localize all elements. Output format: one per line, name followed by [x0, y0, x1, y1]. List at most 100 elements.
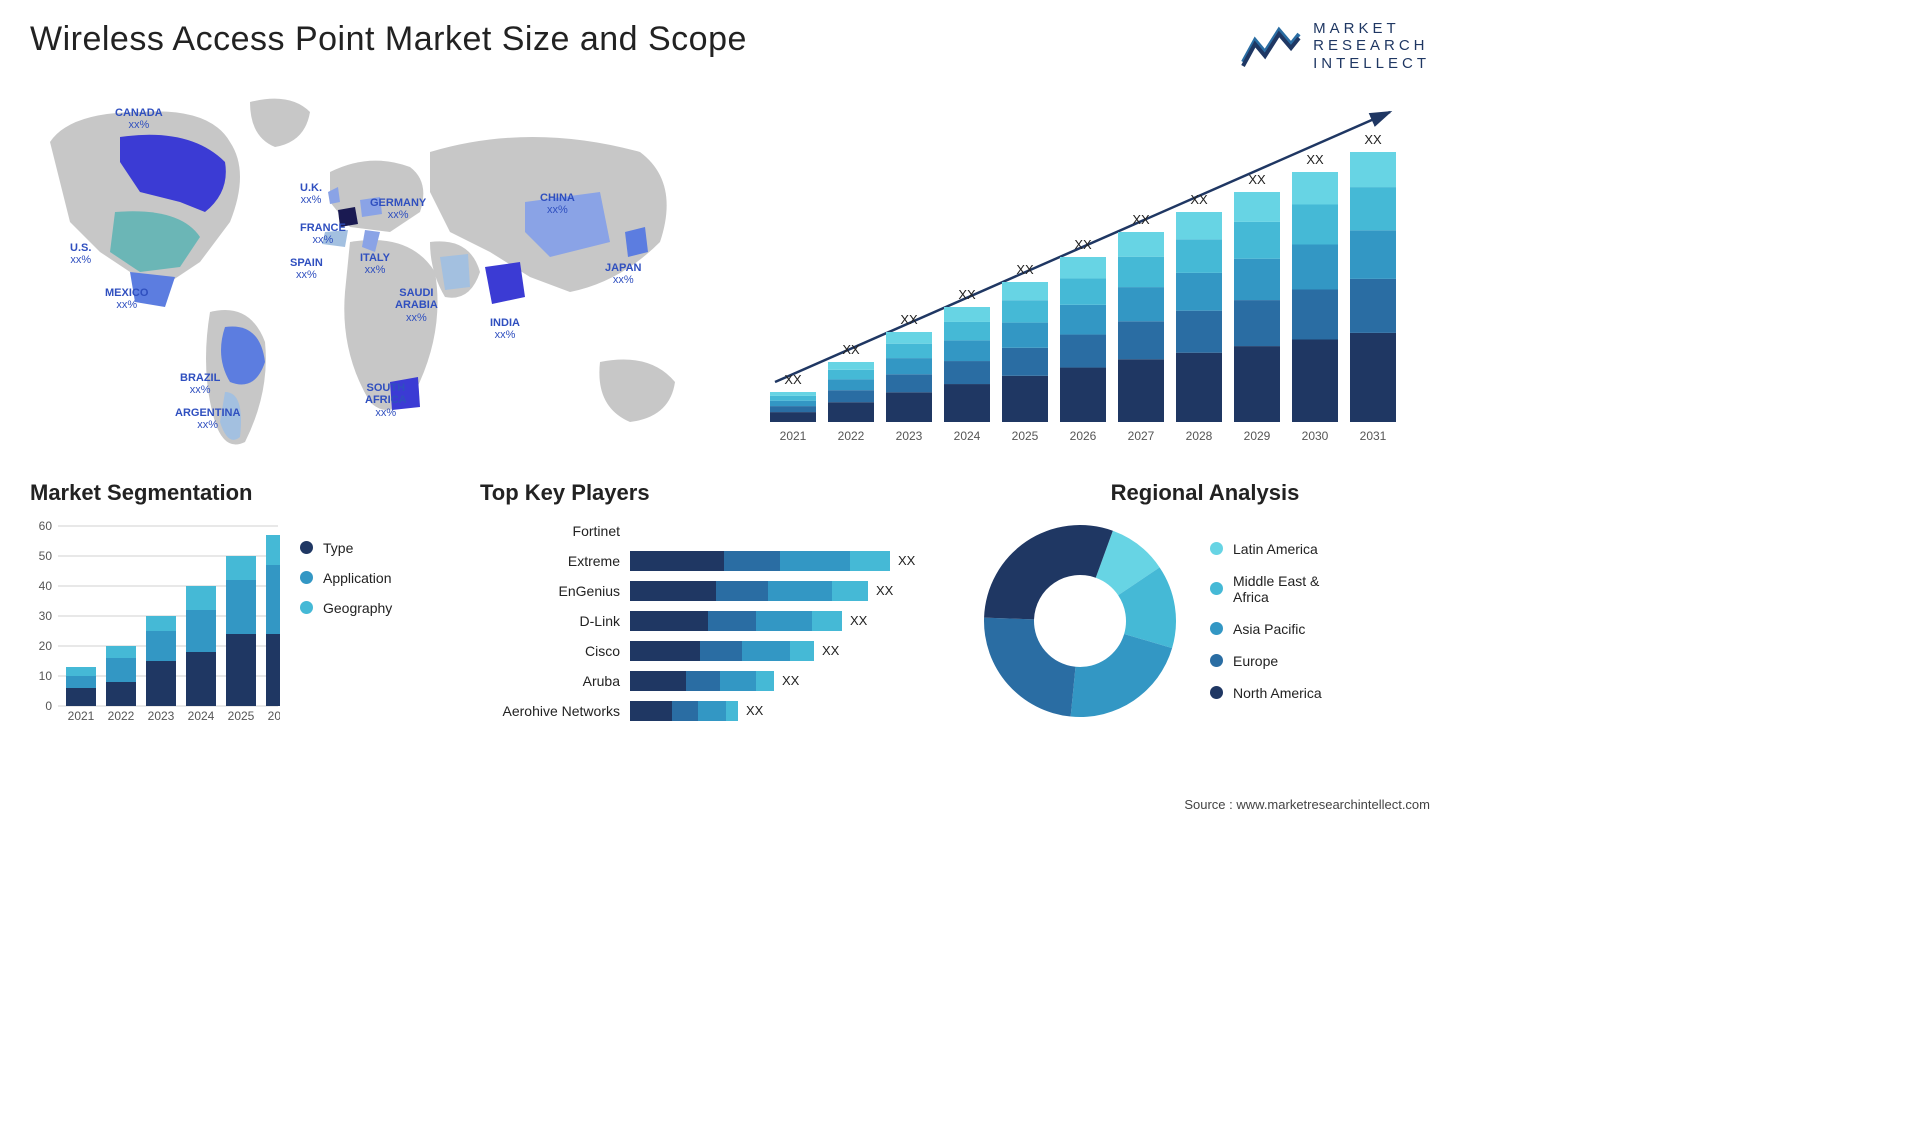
page-title: Wireless Access Point Market Size and Sc… — [30, 20, 747, 59]
map-label: CANADAxx% — [115, 107, 163, 132]
regional-donut — [980, 521, 1180, 721]
player-bar-row: XX — [630, 581, 960, 601]
svg-text:2026: 2026 — [1070, 429, 1097, 443]
legend-item: North America — [1210, 685, 1322, 701]
svg-text:XX: XX — [1306, 152, 1324, 167]
svg-text:2026: 2026 — [268, 709, 280, 723]
legend-item: Type — [300, 540, 392, 556]
player-label: Aruba — [583, 673, 620, 689]
segmentation-panel: Market Segmentation 0 10 20 30 40 50 60 2021 202… — [30, 480, 460, 740]
regional-title: Regional Analysis — [980, 480, 1430, 506]
svg-text:60: 60 — [39, 519, 53, 533]
svg-text:XX: XX — [958, 287, 976, 302]
player-label: Cisco — [585, 643, 620, 659]
brand-logo: MARKET RESEARCH INTELLECT — [1241, 20, 1430, 72]
svg-text:30: 30 — [39, 609, 53, 623]
map-label: SOUTHAFRICAxx% — [365, 382, 407, 420]
svg-text:10: 10 — [39, 669, 53, 683]
svg-text:2022: 2022 — [108, 709, 135, 723]
svg-text:2028: 2028 — [1186, 429, 1213, 443]
map-label: INDIAxx% — [490, 317, 520, 342]
segmentation-chart-svg: 0 10 20 30 40 50 60 2021 2022 2023 2024 2025 2026 — [30, 516, 280, 726]
header: Wireless Access Point Market Size and Sc… — [30, 20, 1430, 72]
map-label: SPAINxx% — [290, 257, 323, 282]
map-label: ARGENTINAxx% — [175, 407, 240, 432]
growth-chart: XX 2021 XX 2022 XX 2023 XX 2024 XX 2025 XX 2026 XX 20… — [760, 82, 1430, 462]
svg-text:2022: 2022 — [838, 429, 865, 443]
svg-text:XX: XX — [842, 342, 860, 357]
svg-text:2023: 2023 — [896, 429, 923, 443]
map-label: ITALYxx% — [360, 252, 390, 277]
regional-donut-svg — [980, 521, 1180, 721]
top-row: CANADAxx% U.S.xx% MEXICOxx% BRAZILxx% ARGENT… — [30, 82, 1430, 462]
player-label: D-Link — [580, 613, 620, 629]
svg-text:2023: 2023 — [148, 709, 175, 723]
regional-panel: Regional Analysis Latin America Middle Ea… — [980, 480, 1430, 740]
player-bar-row: XX — [630, 701, 960, 721]
svg-text:2030: 2030 — [1302, 429, 1329, 443]
world-map: CANADAxx% U.S.xx% MEXICOxx% BRAZILxx% ARGENT… — [30, 82, 730, 462]
svg-text:XX: XX — [1364, 132, 1382, 147]
svg-text:2031: 2031 — [1360, 429, 1387, 443]
map-label: JAPANxx% — [605, 262, 641, 287]
players-panel: Top Key Players Fortinet Extreme EnGenius D… — [480, 480, 960, 740]
svg-text:2024: 2024 — [954, 429, 981, 443]
segmentation-legend: Type Application Geography — [300, 516, 392, 726]
segmentation-chart: 0 10 20 30 40 50 60 2021 2022 2023 2024 2025 2026 — [30, 516, 280, 726]
legend-item: Geography — [300, 600, 392, 616]
svg-text:40: 40 — [39, 579, 53, 593]
legend-item: Middle East &Africa — [1210, 573, 1322, 605]
legend-item: Europe — [1210, 653, 1322, 669]
svg-text:2025: 2025 — [1012, 429, 1039, 443]
svg-text:2021: 2021 — [780, 429, 807, 443]
player-bar-row: XX — [630, 671, 960, 691]
legend-item: Application — [300, 570, 392, 586]
player-bar-row: XX — [630, 641, 960, 661]
players-title: Top Key Players — [480, 480, 960, 506]
growth-chart-svg: XX 2021 XX 2022 XX 2023 XX 2024 XX 2025 XX 2026 XX 20… — [760, 82, 1420, 462]
legend-item: Latin America — [1210, 541, 1322, 557]
map-label: MEXICOxx% — [105, 287, 148, 312]
player-bar-row: XX — [630, 611, 960, 631]
regional-legend: Latin America Middle East &Africa Asia Pac… — [1210, 541, 1322, 701]
svg-text:XX: XX — [784, 372, 802, 387]
map-label: CHINAxx% — [540, 192, 575, 217]
map-label: BRAZILxx% — [180, 372, 220, 397]
players-bars: XX XX XX XX XX XX — [630, 516, 960, 726]
map-label: U.K.xx% — [300, 182, 322, 207]
segmentation-title: Market Segmentation — [30, 480, 460, 506]
svg-text:2027: 2027 — [1128, 429, 1155, 443]
player-bar-row — [630, 521, 960, 541]
player-label: Fortinet — [573, 523, 620, 539]
player-label: EnGenius — [559, 583, 620, 599]
players-labels: Fortinet Extreme EnGenius D-Link Cisco Aruba A… — [480, 516, 630, 726]
map-label: U.S.xx% — [70, 242, 91, 267]
svg-text:XX: XX — [1016, 262, 1034, 277]
logo-line1: MARKET — [1313, 20, 1430, 37]
logo-line3: INTELLECT — [1313, 55, 1430, 72]
map-label: GERMANYxx% — [370, 197, 426, 222]
svg-text:XX: XX — [900, 312, 918, 327]
logo-mark-icon — [1241, 22, 1301, 70]
player-bar-row: XX — [630, 551, 960, 571]
logo-line2: RESEARCH — [1313, 37, 1430, 54]
source-attribution: Source : www.marketresearchintellect.com — [1184, 797, 1430, 812]
svg-text:XX: XX — [1074, 237, 1092, 252]
svg-text:2024: 2024 — [188, 709, 215, 723]
player-label: Extreme — [568, 553, 620, 569]
svg-text:50: 50 — [39, 549, 53, 563]
svg-text:2021: 2021 — [68, 709, 95, 723]
svg-text:XX: XX — [1248, 172, 1266, 187]
map-label: SAUDIARABIAxx% — [395, 287, 438, 325]
svg-text:XX: XX — [1132, 212, 1150, 227]
map-label: FRANCExx% — [300, 222, 346, 247]
svg-text:2025: 2025 — [228, 709, 255, 723]
svg-text:2029: 2029 — [1244, 429, 1271, 443]
player-label: Aerohive Networks — [503, 703, 621, 719]
svg-text:20: 20 — [39, 639, 53, 653]
bottom-row: Market Segmentation 0 10 20 30 40 50 60 2021 202… — [30, 480, 1430, 740]
svg-text:0: 0 — [45, 699, 52, 713]
svg-text:XX: XX — [1190, 192, 1208, 207]
players-body: Fortinet Extreme EnGenius D-Link Cisco Aruba A… — [480, 516, 960, 726]
legend-item: Asia Pacific — [1210, 621, 1322, 637]
